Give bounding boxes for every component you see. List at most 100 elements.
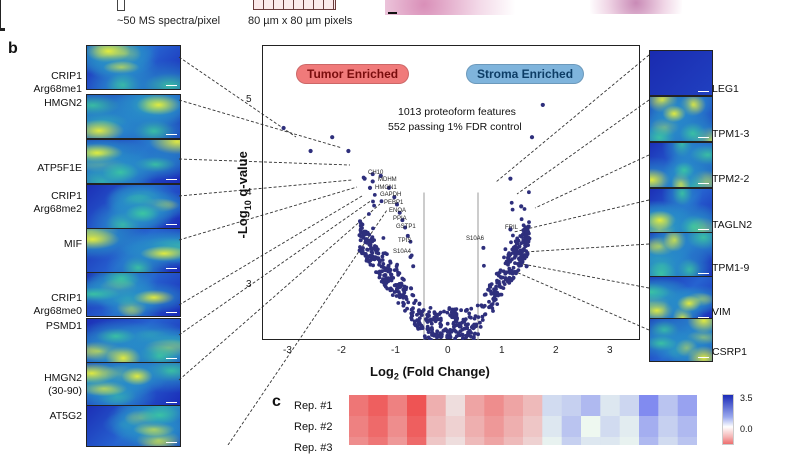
data-point: [447, 307, 452, 311]
data-point: [463, 322, 468, 327]
data-point: [417, 301, 422, 306]
data-point: [409, 286, 414, 291]
data-point: [478, 320, 482, 325]
data-point: [367, 212, 371, 216]
data-point: [404, 287, 408, 292]
panel-c-letter: c: [272, 393, 281, 410]
connector-line: [178, 186, 358, 241]
heatmap-cell: [658, 416, 679, 437]
data-point: [526, 224, 531, 229]
data-point: [509, 268, 514, 273]
data-point: [445, 330, 450, 334]
data-point: [524, 229, 528, 234]
label-line: HMGN2: [44, 372, 82, 384]
connector-line: [178, 56, 297, 138]
heatmap-cell: [639, 437, 659, 445]
scale-bar: [698, 228, 709, 230]
data-point: [374, 245, 379, 249]
heatmap-cell: [542, 437, 563, 445]
annotation-label: GSTP1: [396, 224, 416, 230]
scale-bar: [698, 182, 709, 184]
left-heatmap-tile: [86, 272, 181, 317]
data-point: [480, 318, 485, 322]
significant-point: [330, 135, 335, 140]
data-point: [523, 235, 527, 240]
scale-bar: [166, 133, 177, 135]
right-proteoform-label: VIM: [712, 306, 731, 318]
x-tick-mark: [0, 8, 1, 12]
data-point: [421, 308, 426, 312]
replicate-label: Rep. #2: [294, 421, 333, 433]
data-point: [370, 235, 375, 240]
left-heatmap-tile: [86, 405, 181, 447]
spectra-per-pixel-text: ~50 MS spectra/pixel: [117, 15, 221, 27]
data-point: [501, 286, 506, 290]
data-point: [519, 217, 524, 222]
data-point: [521, 248, 526, 253]
data-point: [397, 292, 402, 296]
annotation-label: PPIA: [393, 216, 407, 222]
right-heatmap-tile: [649, 50, 713, 96]
y-tick-label: 5: [246, 94, 252, 106]
heatmap-cell: [465, 437, 485, 445]
data-point: [511, 265, 516, 270]
significant-point: [508, 227, 513, 232]
significant-point: [378, 173, 383, 179]
data-point: [460, 336, 465, 340]
data-point: [464, 308, 468, 313]
heatmap-cell: [581, 395, 601, 416]
data-point: [425, 312, 429, 317]
y-axis-ticks: 5 4 3: [0, 28, 800, 290]
data-point: [522, 207, 527, 211]
left-heatmap-tile: [86, 318, 181, 363]
colorbar-tick-zero: 0.0: [740, 424, 753, 434]
data-point: [417, 316, 422, 320]
scale-bar: [698, 90, 709, 92]
annotation-label: FRIL: [505, 225, 519, 231]
heatmap-cell: [426, 416, 447, 437]
significant-point: [362, 176, 367, 181]
scale-bar: [166, 84, 177, 86]
data-point: [389, 278, 394, 283]
data-point: [507, 275, 512, 280]
x-tick-label: -1: [391, 345, 400, 356]
data-point: [381, 251, 386, 256]
heatmap-cell: [523, 395, 543, 416]
data-point: [429, 321, 434, 326]
data-point: [514, 271, 518, 276]
heatmap-cell: [387, 437, 408, 445]
data-point: [396, 273, 401, 277]
y-axis-label-sub: 10: [242, 200, 253, 211]
scale-bar: [166, 267, 177, 269]
label-line: (30-90): [48, 385, 82, 397]
data-point: [489, 304, 493, 309]
annotation-label: ENOA: [389, 208, 407, 214]
data-point: [445, 321, 450, 326]
pixel-grid-icon: [253, 0, 336, 10]
heatmap-cell: [349, 395, 369, 416]
x-tick-mark: [0, 4, 1, 8]
annotation-label: MDHM: [378, 177, 397, 183]
data-point: [500, 275, 505, 280]
data-point: [460, 332, 465, 337]
data-point: [472, 323, 476, 327]
data-point: [507, 252, 512, 257]
heatmap-cell: [600, 416, 621, 437]
connector-line: [178, 195, 363, 306]
data-point: [397, 295, 402, 300]
significant-point: [524, 264, 529, 269]
data-point: [388, 260, 393, 265]
data-point: [385, 286, 390, 291]
left-heatmap-tile: [86, 184, 181, 229]
data-point: [394, 264, 399, 269]
data-point: [438, 321, 443, 326]
scale-bar: [166, 401, 177, 403]
left-proteoform-label: CRIP1 Arg68me0: [0, 292, 82, 318]
x-axis-label-sub: 2: [393, 371, 399, 382]
data-point: [499, 292, 504, 297]
connector-line: [508, 243, 650, 254]
data-point: [358, 238, 363, 243]
x-axis-label-post: (Fold Change): [398, 364, 490, 379]
significant-point: [529, 135, 535, 140]
